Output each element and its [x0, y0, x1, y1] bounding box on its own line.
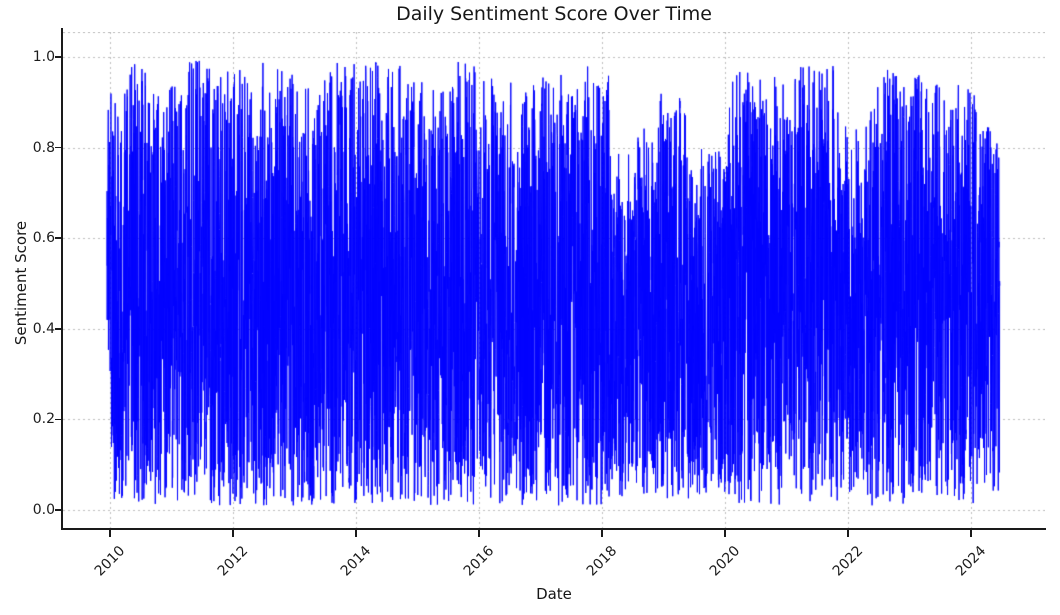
y-tick-label: 1.0: [32, 48, 55, 65]
x-tick-mark: [109, 530, 111, 537]
y-axis-label: Sentiment Score: [12, 220, 30, 346]
y-tick-mark: [55, 146, 61, 149]
x-axis-label: Date: [536, 585, 572, 603]
y-tick-mark: [55, 237, 61, 239]
x-tick-mark: [724, 530, 726, 537]
y-tick-label: 0.2: [32, 411, 55, 428]
x-tick-mark: [355, 530, 357, 537]
y-tick-mark: [55, 509, 61, 511]
y-tick-label: 0.0: [32, 502, 55, 518]
x-axis-spine: [61, 528, 1046, 530]
y-tick-mark: [55, 56, 61, 58]
y-tick-label: 0.4: [32, 320, 55, 337]
chart-title: Daily Sentiment Score Over Time: [396, 3, 712, 25]
x-tick-mark: [478, 530, 480, 537]
y-tick-mark: [55, 328, 61, 330]
x-tick-mark: [232, 530, 234, 537]
y-tick-label: 0.6: [32, 230, 55, 247]
chart-plot-canvas: [63, 32, 1045, 528]
x-tick-mark: [601, 530, 603, 537]
y-tick-mark: [55, 418, 61, 421]
y-tick-label: 0.8: [32, 139, 55, 156]
x-tick-mark: [847, 530, 849, 537]
y-axis-spine: [61, 28, 63, 530]
x-tick-mark: [970, 530, 972, 537]
